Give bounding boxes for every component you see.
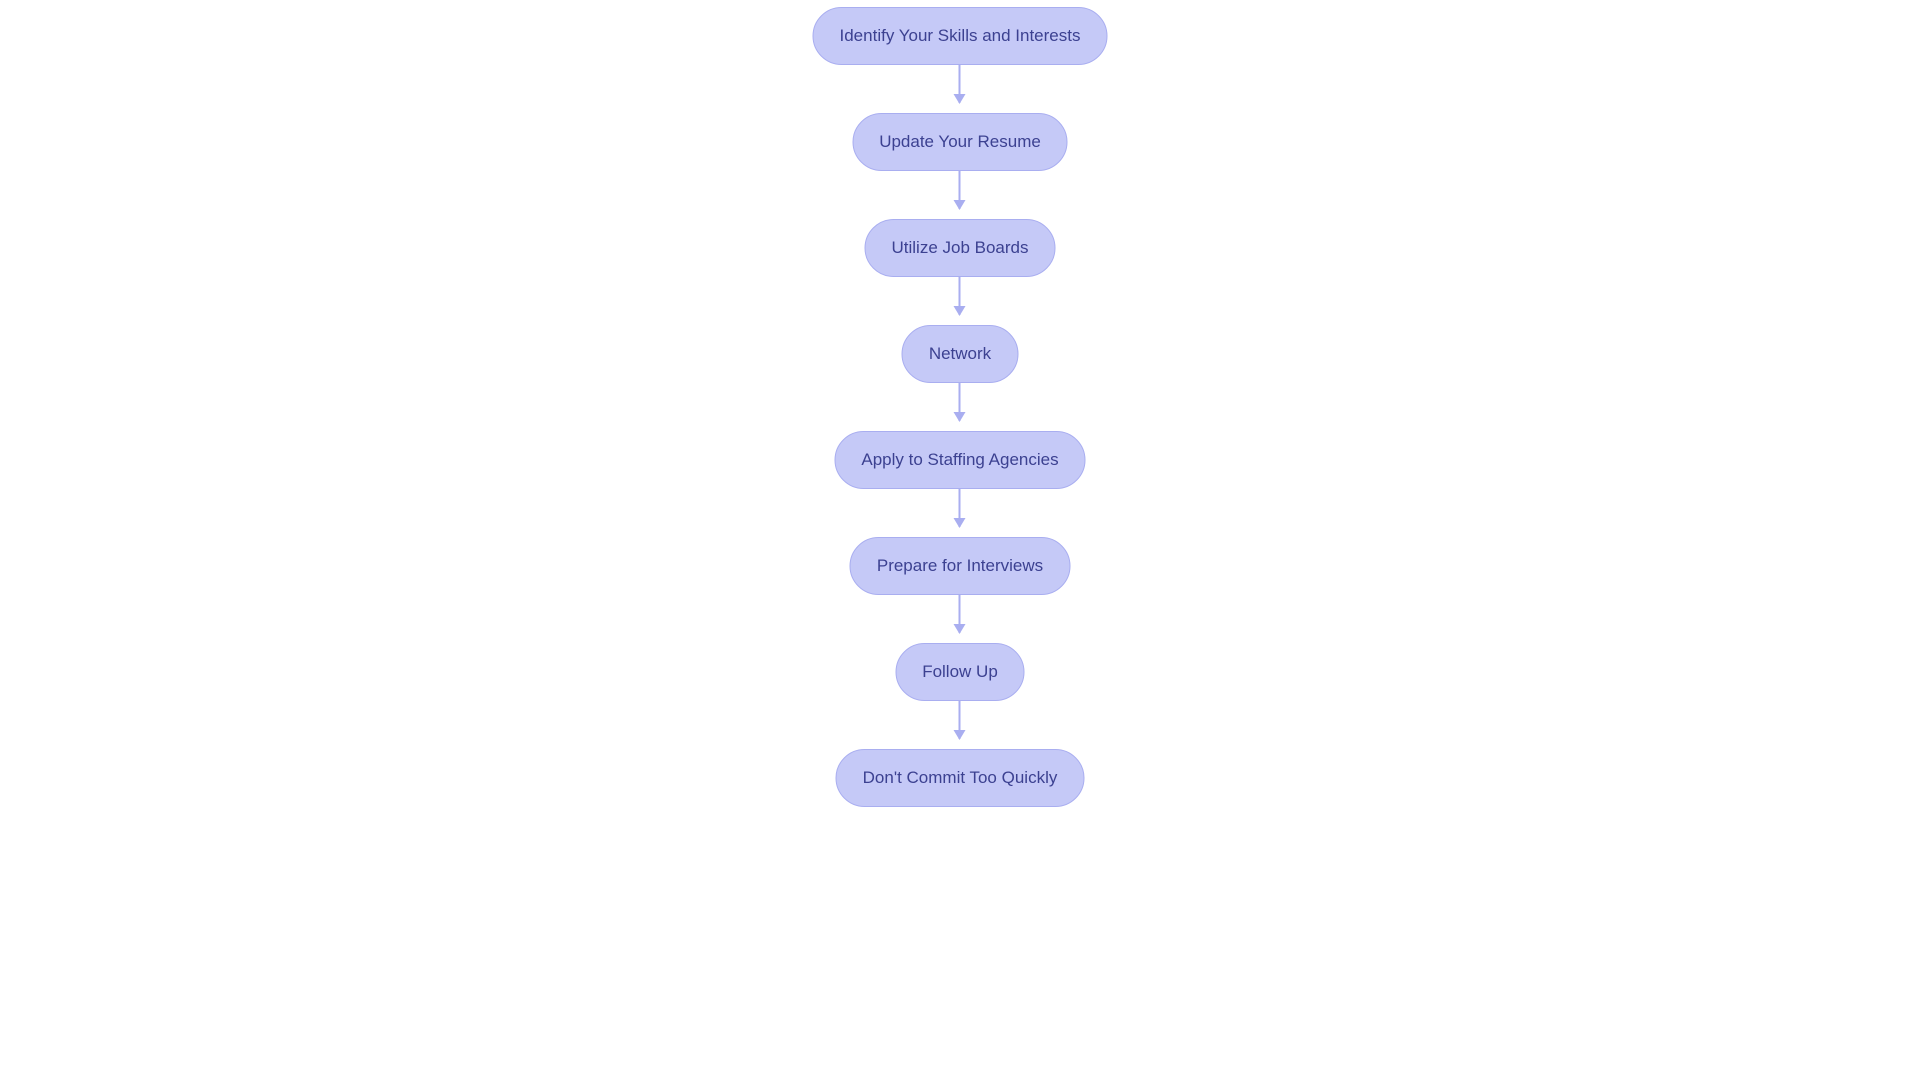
flowchart-arrow bbox=[959, 595, 961, 633]
flowchart-node: Follow Up bbox=[895, 643, 1025, 701]
flowchart-node: Don't Commit Too Quickly bbox=[836, 749, 1085, 807]
flowchart-node: Apply to Staffing Agencies bbox=[834, 431, 1085, 489]
flowchart-node: Identify Your Skills and Interests bbox=[813, 7, 1108, 65]
flowchart-node: Update Your Resume bbox=[852, 113, 1068, 171]
flowchart-arrow bbox=[959, 489, 961, 527]
flowchart-node: Prepare for Interviews bbox=[850, 537, 1070, 595]
flowchart-arrow bbox=[959, 383, 961, 421]
flowchart-node: Network bbox=[902, 325, 1018, 383]
flowchart-node: Utilize Job Boards bbox=[864, 219, 1055, 277]
flowchart-arrow bbox=[959, 65, 961, 103]
flowchart-container: Identify Your Skills and Interests Updat… bbox=[813, 7, 1108, 807]
flowchart-arrow bbox=[959, 171, 961, 209]
flowchart-arrow bbox=[959, 277, 961, 315]
flowchart-arrow bbox=[959, 701, 961, 739]
